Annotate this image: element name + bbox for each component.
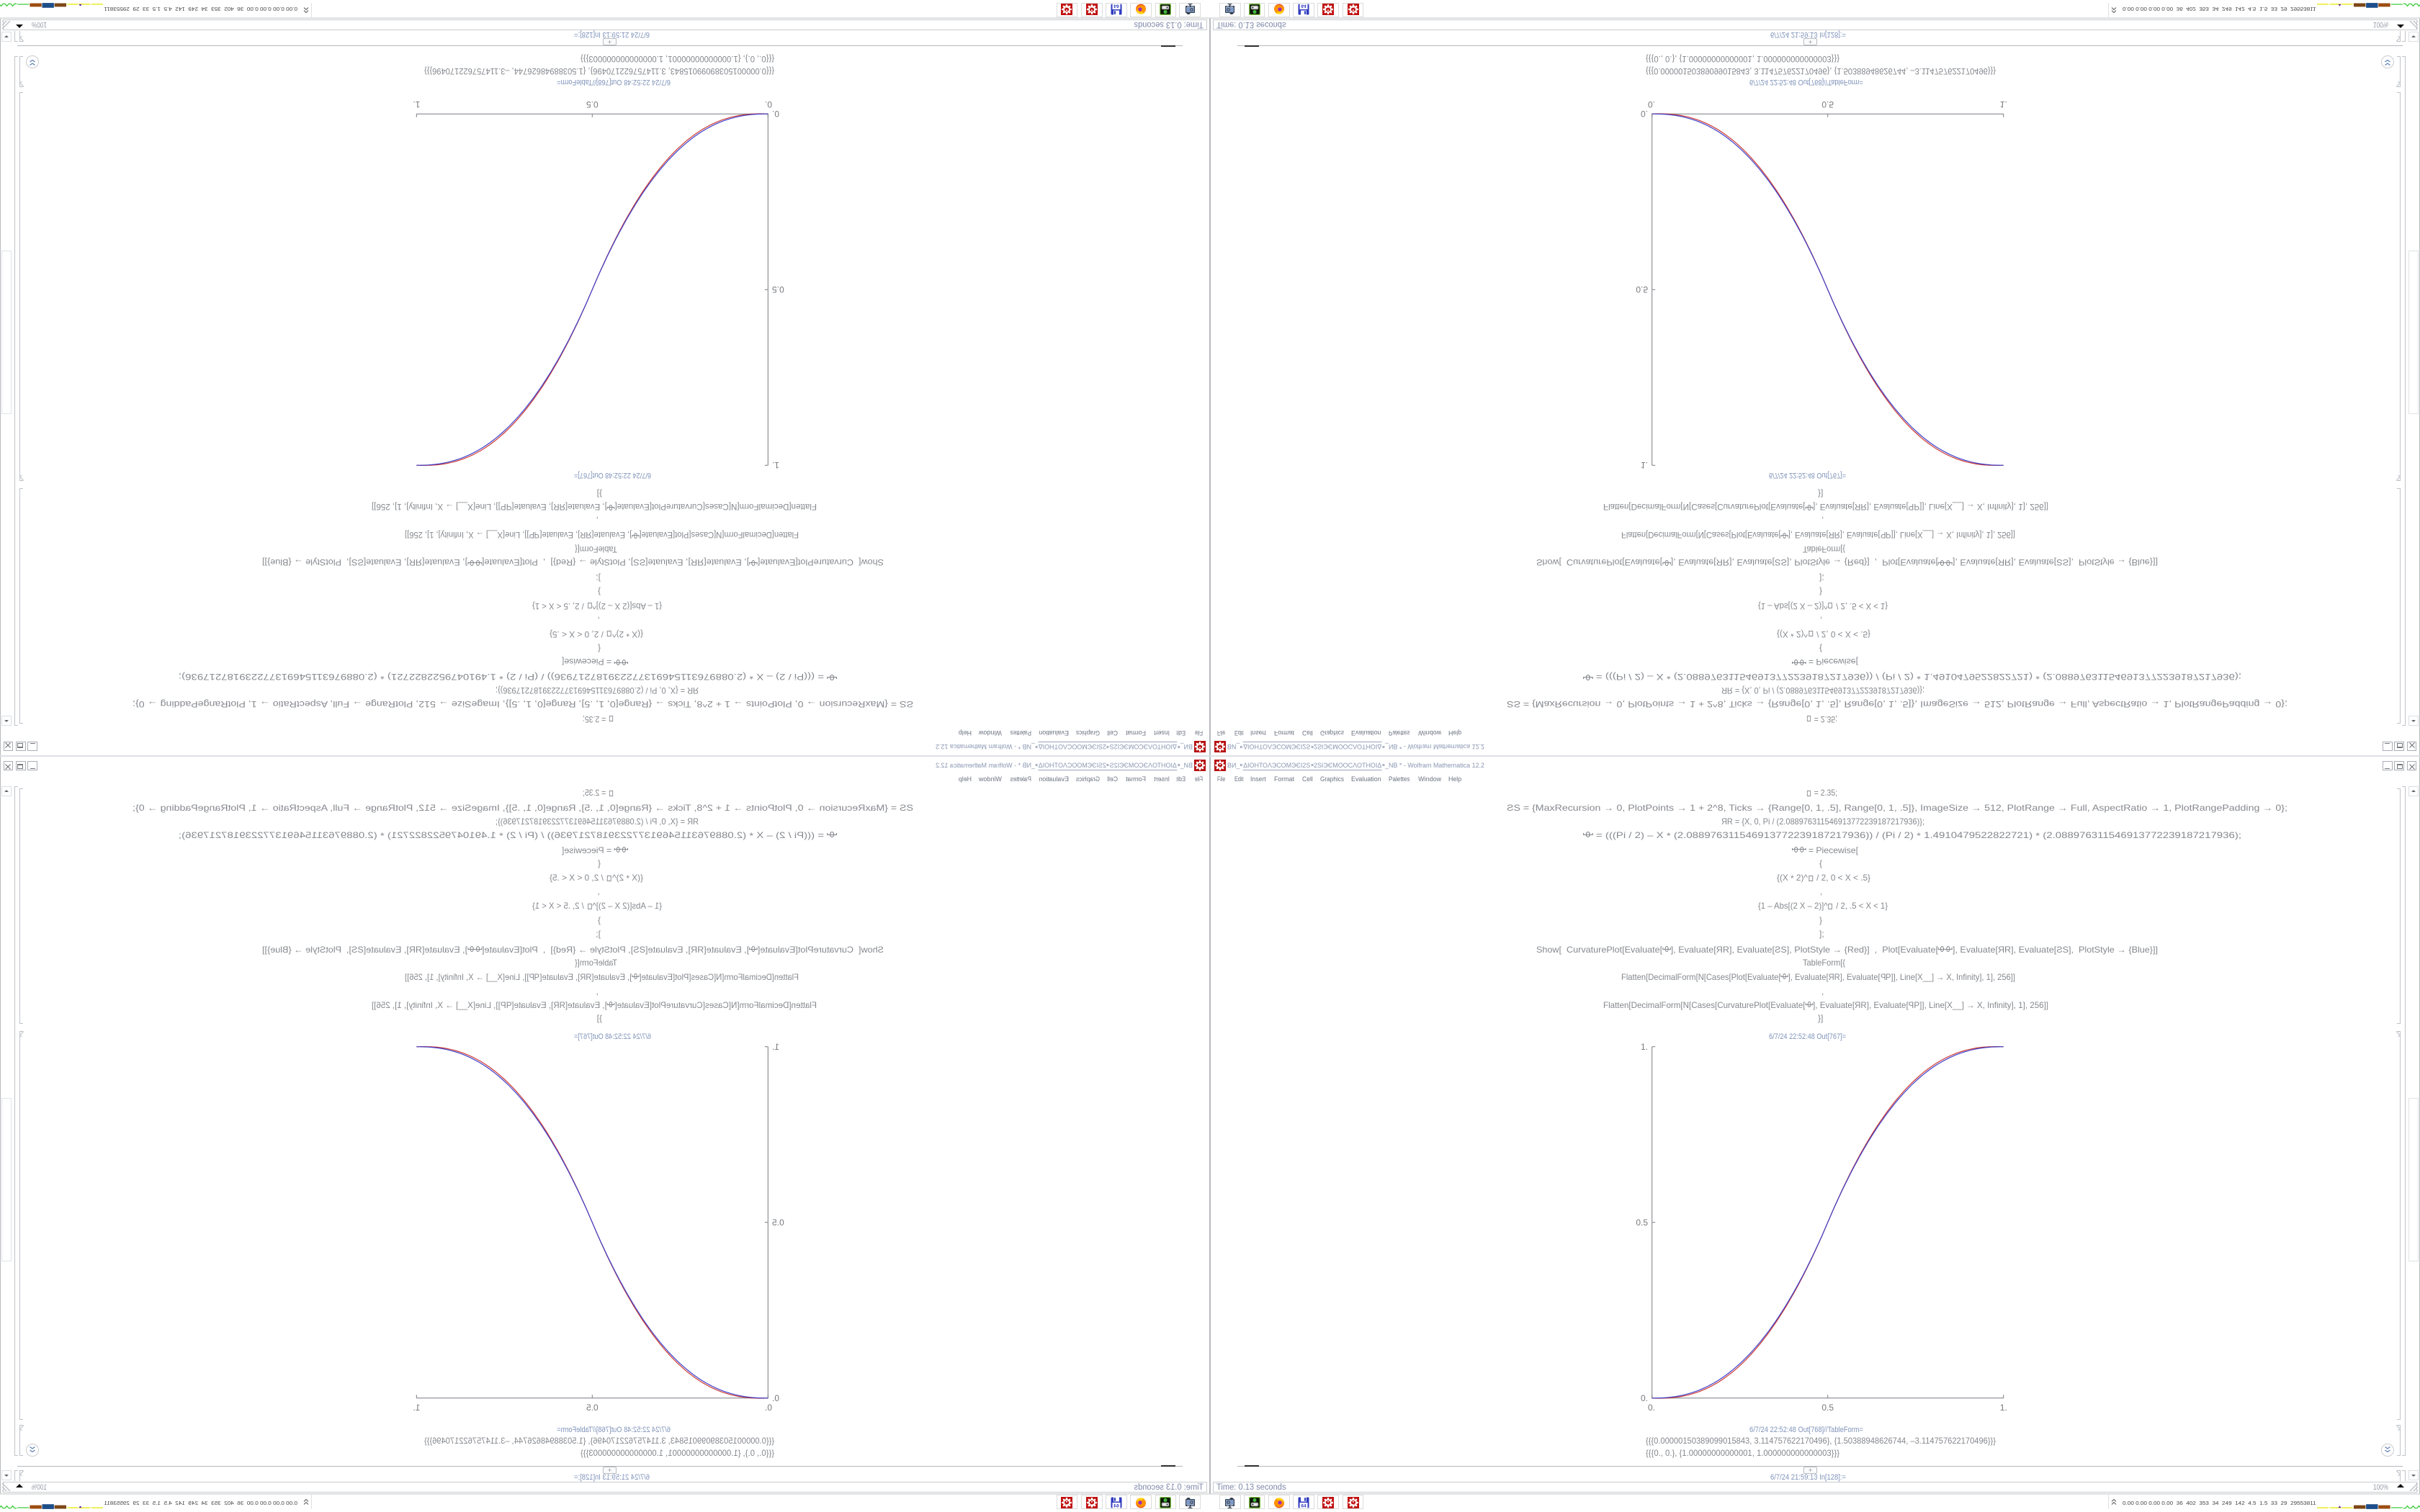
svg-text:0.5: 0.5	[586, 1403, 599, 1413]
svg-text:0.5: 0.5	[1821, 1403, 1834, 1413]
svg-text:64: 64	[1113, 4, 1119, 9]
svg-text:0.: 0.	[765, 1403, 772, 1413]
svg-text:64: 64	[1113, 1503, 1119, 1508]
svg-text:0.: 0.	[1641, 1393, 1648, 1403]
svg-text:0.: 0.	[772, 109, 779, 119]
svg-text:0.: 0.	[1641, 109, 1648, 119]
svg-text:0.: 0.	[772, 1393, 779, 1403]
svg-text:1.: 1.	[772, 1042, 779, 1052]
svg-text:0.: 0.	[1648, 1403, 1655, 1413]
svg-text:1.: 1.	[1641, 1042, 1648, 1052]
svg-text:1.: 1.	[2000, 1403, 2007, 1413]
svg-text:0.: 0.	[765, 99, 772, 109]
svg-text:1.: 1.	[413, 1403, 420, 1413]
svg-text:0.5: 0.5	[1821, 99, 1834, 109]
svg-text:0.5: 0.5	[772, 1218, 784, 1228]
svg-text:0.5: 0.5	[772, 284, 784, 294]
svg-text:0.5: 0.5	[1636, 284, 1648, 294]
svg-text:1.: 1.	[2000, 99, 2007, 109]
svg-text:1.: 1.	[772, 460, 779, 470]
svg-text:0.5: 0.5	[586, 99, 599, 109]
svg-text:64: 64	[1301, 4, 1307, 9]
svg-text:1.: 1.	[413, 99, 420, 109]
svg-text:64: 64	[1301, 1503, 1307, 1508]
svg-text:0.: 0.	[1648, 99, 1655, 109]
svg-text:1.: 1.	[1641, 460, 1648, 470]
svg-text:0.5: 0.5	[1636, 1218, 1648, 1228]
